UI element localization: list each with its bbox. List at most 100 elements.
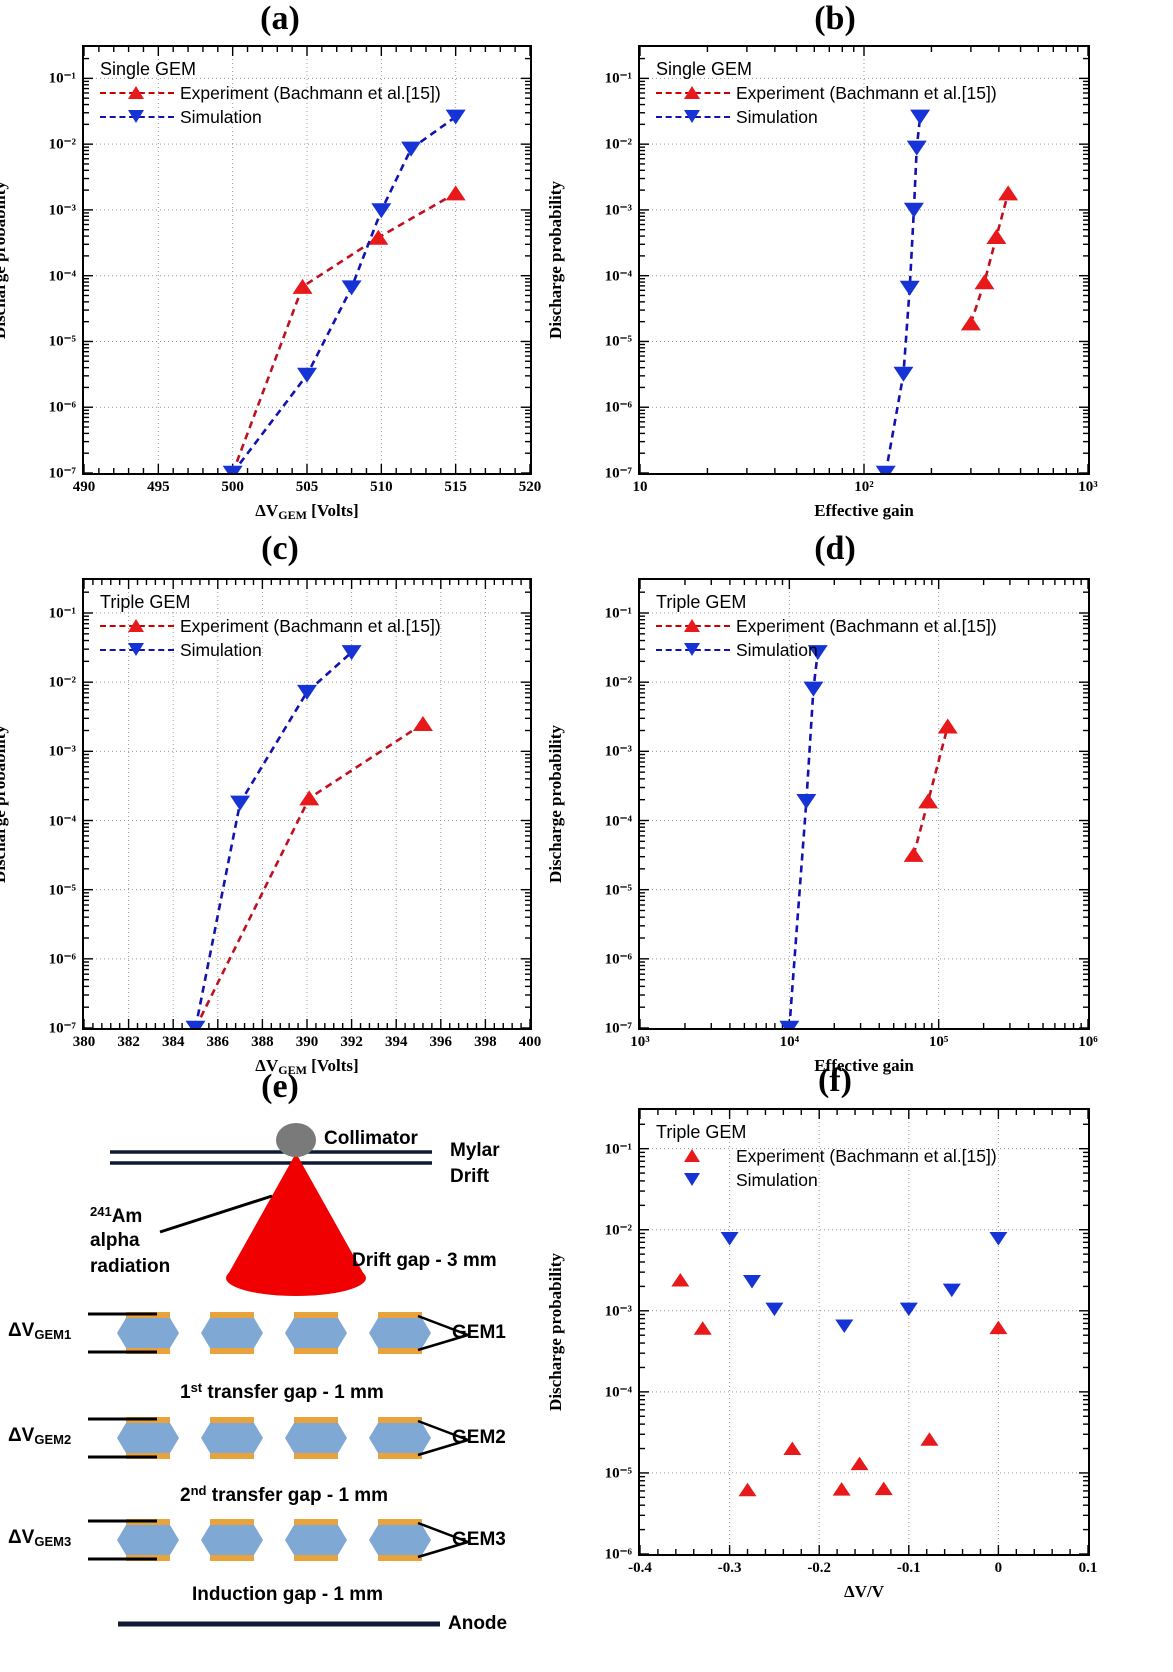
gem2-copper-bot-3 bbox=[378, 1453, 422, 1459]
x-axis-title-a: ΔVGEM [Volts] bbox=[82, 501, 532, 523]
gem1-copper-bot-3 bbox=[378, 1348, 422, 1354]
plot-canvas-d bbox=[640, 580, 1088, 1028]
x-tick-d-2: 10⁵ bbox=[928, 1034, 949, 1050]
data-point-experiment bbox=[738, 1482, 757, 1497]
x-tick-a-2: 500 bbox=[221, 479, 244, 495]
data-point-experiment bbox=[918, 793, 939, 809]
x-tick-c-7: 394 bbox=[384, 1034, 408, 1050]
plot-area-d bbox=[638, 578, 1090, 1030]
legend-row-experiment: Experiment (Bachmann et al.[15]) bbox=[656, 1144, 997, 1168]
x-axis-title-main: ΔV bbox=[255, 1056, 279, 1075]
data-point-simulation bbox=[807, 645, 828, 661]
label-num: 2 bbox=[180, 1485, 191, 1506]
y-tick-a-5: 10⁻⁶ bbox=[48, 399, 76, 416]
y-tick-a-1: 10⁻² bbox=[48, 136, 76, 153]
legend-row-experiment: Experiment (Bachmann et al.[15]) bbox=[656, 81, 997, 105]
legend-label-simulation: Simulation bbox=[180, 639, 262, 660]
data-point-simulation bbox=[445, 109, 466, 125]
series-line-experiment bbox=[231, 192, 457, 473]
x-axis-title-f: ΔV/V bbox=[844, 1582, 884, 1601]
y-tick-b-1: 10⁻² bbox=[604, 136, 632, 153]
panel-label-f: (f) bbox=[818, 1062, 852, 1099]
gem2-copper-bot-1 bbox=[210, 1453, 254, 1459]
legend-label-simulation: Simulation bbox=[736, 1169, 818, 1190]
plot-canvas-a bbox=[84, 47, 530, 473]
y-axis-title-c: Discharge probability bbox=[0, 725, 9, 883]
x-tick-a-1: 495 bbox=[147, 479, 170, 495]
y-tick-b-3: 10⁻⁴ bbox=[604, 268, 632, 285]
x-tick-f-5: 0.1 bbox=[1078, 1560, 1098, 1576]
gem3-pointer-top bbox=[417, 1521, 469, 1544]
y-tick-d-0: 10⁻¹ bbox=[604, 605, 632, 622]
gem1-pointer-bottom bbox=[417, 1333, 469, 1352]
data-point-simulation bbox=[875, 465, 896, 473]
series-line-simulation bbox=[788, 652, 820, 1028]
data-point-experiment bbox=[903, 846, 924, 862]
gem2-copper-top-1 bbox=[210, 1417, 254, 1423]
x-axis-title-unit: [Volts] bbox=[306, 501, 359, 520]
x-tick-f-0: -0.4 bbox=[628, 1560, 652, 1576]
x-tick-a-3: 505 bbox=[295, 479, 319, 495]
data-point-simulation bbox=[906, 140, 927, 156]
gem1-label: GEM1 bbox=[452, 1322, 506, 1343]
source-label-line1: 241Am bbox=[90, 1204, 142, 1228]
source-pointer-line bbox=[159, 1194, 273, 1234]
legend-marker-experiment bbox=[656, 1148, 730, 1164]
label-sub: GEM2 bbox=[34, 1432, 72, 1447]
y-tick-f-5: 10⁻⁶ bbox=[604, 1546, 632, 1563]
y-tick-a-3: 10⁻⁴ bbox=[48, 268, 76, 285]
legend-marker-simulation bbox=[656, 1172, 730, 1188]
y-tick-d-5: 10⁻⁶ bbox=[604, 951, 632, 968]
gem2-pointer-bottom bbox=[417, 1438, 469, 1457]
legend-marker-simulation bbox=[656, 642, 730, 658]
y-tick-b-2: 10⁻³ bbox=[604, 202, 632, 219]
data-point-experiment bbox=[832, 1482, 851, 1496]
panel-label-c: (c) bbox=[261, 530, 299, 567]
plot-canvas-f bbox=[640, 1110, 1088, 1554]
plot-canvas-b bbox=[640, 47, 1088, 473]
x-tick-c-0: 380 bbox=[72, 1034, 96, 1050]
y-tick-a-2: 10⁻³ bbox=[48, 202, 76, 219]
y-tick-b-4: 10⁻⁵ bbox=[604, 333, 632, 350]
x-tick-d-1: 10⁴ bbox=[779, 1034, 800, 1050]
y-tick-c-6: 10⁻⁷ bbox=[48, 1020, 76, 1037]
data-point-simulation bbox=[779, 1020, 800, 1028]
y-tick-b-6: 10⁻⁷ bbox=[604, 465, 632, 482]
series-line-experiment bbox=[912, 725, 949, 856]
legend-label-simulation: Simulation bbox=[180, 106, 262, 127]
x-tick-d-3: 10⁶ bbox=[1078, 1034, 1098, 1050]
gem1-hole-1 bbox=[201, 1318, 263, 1348]
legend-label-experiment: Experiment (Bachmann et al.[15]) bbox=[180, 615, 441, 636]
gem1-copper-bot-1 bbox=[210, 1348, 254, 1354]
data-point-simulation bbox=[371, 203, 392, 219]
legend-marker-simulation bbox=[100, 642, 174, 658]
legend-label-experiment: Experiment (Bachmann et al.[15]) bbox=[180, 82, 441, 103]
label-num: 1 bbox=[180, 1382, 191, 1403]
panel-label-e: (e) bbox=[261, 1068, 299, 1105]
panel-label-b: (b) bbox=[814, 0, 856, 37]
label-ordinal: st bbox=[190, 1380, 203, 1395]
data-point-simulation bbox=[942, 1283, 961, 1298]
data-point-simulation bbox=[835, 1319, 854, 1333]
data-point-experiment bbox=[671, 1272, 690, 1287]
data-point-simulation bbox=[401, 141, 422, 157]
y-tick-f-2: 10⁻³ bbox=[604, 1303, 632, 1320]
x-tick-c-6: 392 bbox=[340, 1034, 363, 1050]
x-tick-b-0: 10 bbox=[632, 479, 648, 495]
data-point-simulation bbox=[803, 681, 824, 697]
legend-title-f: Triple GEM bbox=[656, 1122, 747, 1142]
data-point-experiment bbox=[920, 1432, 939, 1446]
label-main: ΔV bbox=[8, 1320, 35, 1341]
x-tick-b-1: 10² bbox=[854, 479, 874, 495]
label-sub: GEM3 bbox=[34, 1534, 72, 1549]
legend-marker-experiment bbox=[100, 618, 174, 634]
label-ordinal: nd bbox=[190, 1483, 207, 1498]
legend-row-simulation: Simulation bbox=[100, 638, 441, 662]
gem2-hole-1 bbox=[201, 1423, 263, 1453]
y-tick-f-3: 10⁻⁴ bbox=[604, 1384, 632, 1401]
y-tick-a-6: 10⁻⁷ bbox=[48, 465, 76, 482]
gem2-hole-0 bbox=[117, 1423, 179, 1453]
y-tick-d-3: 10⁻⁴ bbox=[604, 813, 632, 829]
x-axis-title-main: ΔV bbox=[255, 501, 279, 520]
data-point-simulation bbox=[910, 109, 931, 125]
